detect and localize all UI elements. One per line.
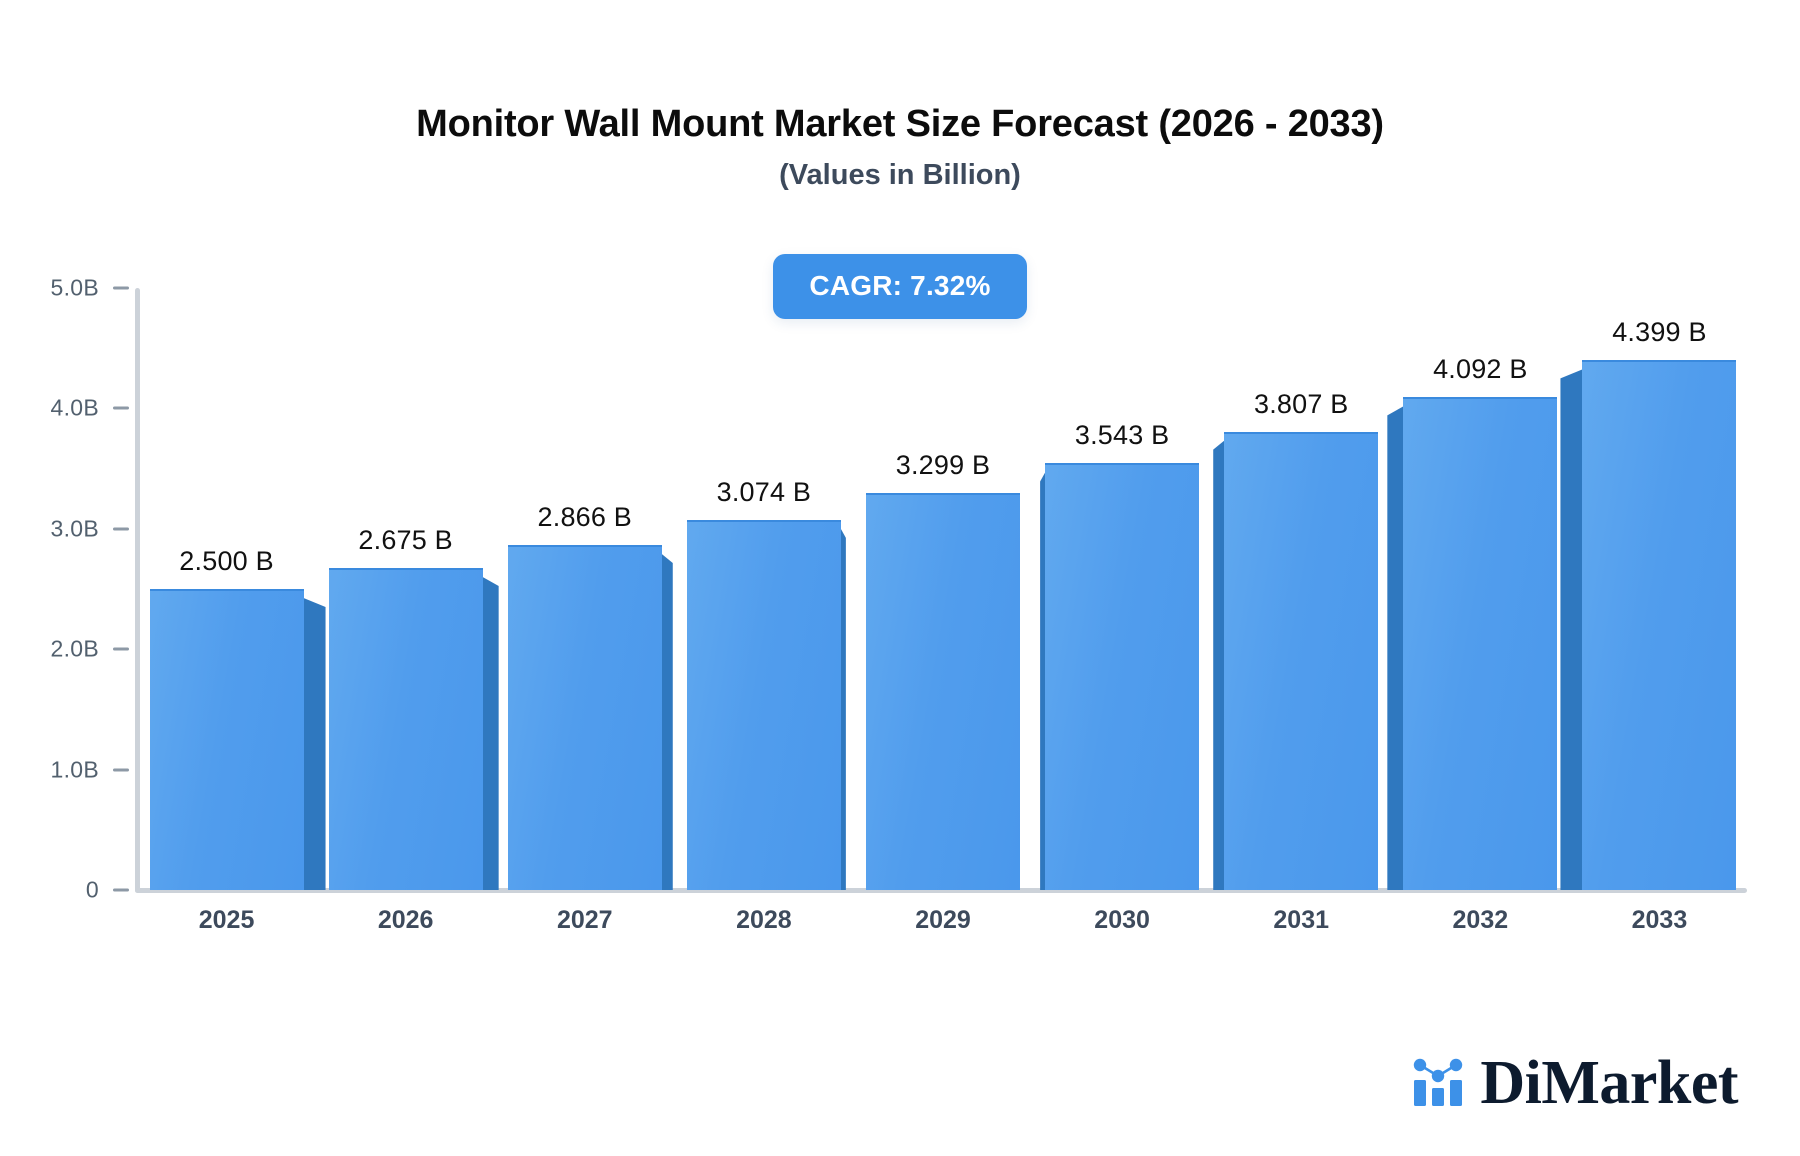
x-axis-label-2032: 2032 <box>1452 906 1509 934</box>
bar-2026[interactable]: 2.675 B <box>328 525 499 890</box>
bar-side-face <box>840 528 846 890</box>
bar-2031[interactable]: 3.807 B <box>1213 389 1379 890</box>
bar-side-face <box>1040 472 1046 890</box>
y-axis-line <box>135 288 140 893</box>
y-axis-tick-label: 4.0B <box>50 394 99 421</box>
x-axis-label-2029: 2029 <box>915 906 971 934</box>
y-axis-tick-mark <box>113 768 129 772</box>
x-axis-label-2025: 2025 <box>198 906 255 934</box>
x-axis-label-2031: 2031 <box>1273 906 1330 934</box>
x-axis-label-2026: 2026 <box>377 906 434 934</box>
bar-front-face <box>866 492 1020 890</box>
bar-series: 2.500 B 2.675 B 2.866 B 3.074 B 3.299 B 3.543… <box>135 288 1747 890</box>
y-axis-tick-label: 5.0B <box>50 274 99 301</box>
bar-value-label: 3.074 B <box>716 476 812 507</box>
x-axis-label-2027: 2027 <box>556 906 613 934</box>
y-axis-tick-label: 1.0B <box>50 756 99 783</box>
x-axis-label-2033: 2033 <box>1631 906 1688 934</box>
bar-chart-icon <box>1410 1054 1466 1113</box>
y-axis-tick-mark <box>113 527 129 531</box>
bar-value-label: 2.866 B <box>537 501 633 532</box>
bar-value-label: 3.299 B <box>895 449 991 480</box>
chart-title-block: Monitor Wall Mount Market Size Forecast … <box>0 103 1800 192</box>
bar-value-label: 3.807 B <box>1253 388 1349 419</box>
bar-value-label: 2.675 B <box>358 524 453 555</box>
bar-value-label: 4.399 B <box>1612 317 1707 348</box>
bar-2025[interactable]: 2.500 B <box>149 546 326 890</box>
y-axis-tick-mark <box>113 888 129 892</box>
y-axis-tick-label: 0 <box>85 876 99 903</box>
bar-value-label: 2.500 B <box>179 546 274 576</box>
y-axis-tick-mark <box>113 286 129 290</box>
y-axis-tick-mark <box>113 647 129 651</box>
bar-front-face <box>1582 360 1737 890</box>
y-axis-tick-label: 2.0B <box>50 635 99 662</box>
chart-subtitle: (Values in Billion) <box>779 158 1021 191</box>
chart-title: Monitor Wall Mount Market Size Forecast … <box>416 103 1384 145</box>
bar-side-face <box>661 553 673 890</box>
bar-side-face <box>1213 440 1225 890</box>
bar-front-face <box>1403 397 1558 890</box>
bar-front-face <box>328 567 483 890</box>
bar-side-face <box>1387 406 1404 890</box>
dimarket-logo: DiMarket <box>1410 1052 1738 1114</box>
bar-front-face <box>507 544 662 890</box>
bar-2029[interactable]: 3.299 B <box>866 450 1020 890</box>
bar-value-label: 4.092 B <box>1433 354 1528 385</box>
y-axis-tick-mark <box>113 406 129 410</box>
cagr-badge-container: CAGR: 7.32% <box>0 254 1800 319</box>
plot-area: 5.0B 4.0B 3.0B 2.0B 1.0B 0 2.500 B 2.675 B 2.86… <box>50 275 1747 903</box>
x-axis-line <box>135 888 1747 893</box>
bar-front-face <box>1224 431 1379 890</box>
y-axis-tick: 1.0B <box>0 756 135 783</box>
bar-2027[interactable]: 2.866 B <box>507 502 673 890</box>
cagr-badge: CAGR: 7.32% <box>773 254 1027 319</box>
bar-2030[interactable]: 3.543 B <box>1040 420 1200 890</box>
bar-2033[interactable]: 4.399 B <box>1560 317 1737 890</box>
logo-wordmark: DiMarket <box>1480 1049 1738 1117</box>
y-axis-tick: 0 <box>0 877 135 904</box>
bar-side-face <box>303 598 326 890</box>
x-axis-label-2030: 2030 <box>1094 906 1150 934</box>
y-axis-tick: 3.0B <box>0 515 135 542</box>
y-axis-tick: 2.0B <box>0 636 135 663</box>
bar-2032[interactable]: 4.092 B <box>1387 354 1558 890</box>
y-axis-tick-label: 3.0B <box>50 515 99 542</box>
bar-2028[interactable]: 3.074 B <box>686 477 846 890</box>
bar-side-face <box>1560 369 1583 890</box>
bar-side-face <box>482 576 499 890</box>
bar-front-face <box>1045 463 1200 890</box>
y-axis-tick: 5.0B <box>0 275 135 302</box>
bar-front-face <box>686 519 841 890</box>
x-axis-labels: 2025 2026 2027 2028 2029 2030 2031 2032 2033 <box>135 906 1747 946</box>
bar-value-label: 3.543 B <box>1074 420 1170 451</box>
y-axis-tick: 4.0B <box>0 395 135 422</box>
bar-front-face <box>149 589 304 890</box>
x-axis-label-2028: 2028 <box>736 906 792 934</box>
